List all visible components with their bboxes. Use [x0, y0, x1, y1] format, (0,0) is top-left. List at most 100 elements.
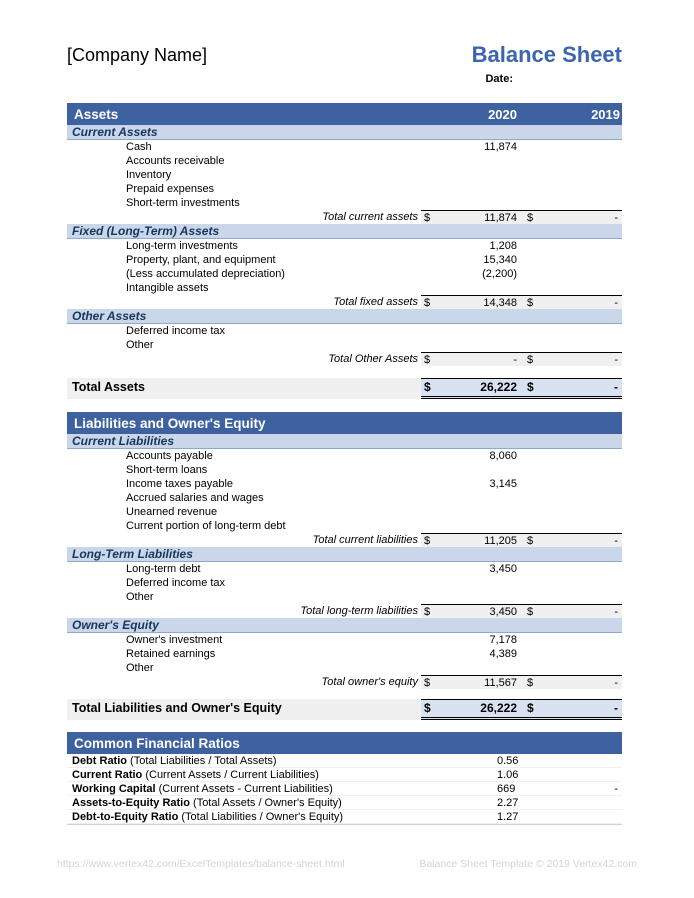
assets-section-header: Assets 2020 2019 — [67, 103, 622, 125]
value-2020 — [421, 661, 521, 675]
account-row: Long-term debt 3,450 — [67, 562, 622, 576]
group-total-label: Total long-term liabilities — [300, 605, 418, 617]
account-row: Accounts receivable — [67, 154, 622, 168]
group-total-values: $3,450 $ - — [421, 604, 622, 618]
account-label: Accounts payable — [126, 450, 213, 462]
value-2019-cell: $ - — [521, 700, 622, 717]
company-name: [Company Name] — [67, 45, 208, 65]
currency-symbol: $ — [424, 535, 431, 547]
ratio-label: Working Capital (Current Assets - Curren… — [67, 782, 421, 795]
column-header-2020: 2020 — [488, 106, 517, 122]
value-2019 — [524, 182, 622, 196]
page-footer: https://www.vertex42.com/ExcelTemplates/… — [57, 858, 637, 870]
group-total-row: Total fixed assets $14,348 $ - — [67, 295, 622, 309]
ratio-formula: (Total Assets / Owner's Equity) — [189, 797, 342, 809]
value-2020 — [421, 576, 521, 590]
account-row: Inventory — [67, 168, 622, 182]
value-2019 — [524, 267, 622, 281]
value-2020 — [421, 324, 521, 338]
account-row: Unearned revenue — [67, 505, 622, 519]
value-2019 — [524, 449, 622, 463]
currency-symbol: $ — [527, 297, 534, 309]
group-total-label: Total fixed assets — [333, 296, 418, 308]
value-2019 — [524, 562, 622, 576]
value-2019-cell: $ - — [521, 605, 622, 618]
footer-url: https://www.vertex42.com/ExcelTemplates/… — [57, 858, 345, 870]
account-row: Deferred income tax — [67, 324, 622, 338]
account-row: Long-term investments 1,208 — [67, 239, 622, 253]
value-2020 — [421, 519, 521, 533]
ratio-formula: (Current Assets / Current Liabilities) — [142, 769, 319, 781]
currency-symbol: $ — [424, 606, 431, 618]
account-label: Other — [126, 662, 154, 674]
currency-symbol: $ — [527, 701, 534, 715]
value-2020: 1,208 — [489, 240, 517, 252]
value-2020 — [421, 505, 521, 519]
section-title: Assets — [74, 106, 119, 122]
value-2020: 8,060 — [489, 450, 517, 462]
value-2019 — [524, 338, 622, 352]
value-2019-cell: $ - — [521, 296, 622, 309]
column-header-2019: 2019 — [591, 106, 620, 122]
value-2019 — [524, 239, 622, 253]
value-2019: - — [614, 535, 618, 547]
ratio-value-2019 — [524, 810, 622, 823]
ratio-label: Debt-to-Equity Ratio (Total Liabilities … — [67, 810, 421, 823]
value-2019: - — [614, 297, 618, 309]
value-2020: 11,567 — [484, 677, 517, 689]
ratios-body: Debt Ratio (Total Liabilities / Total As… — [67, 754, 622, 825]
group-total-label: Total owner's equity — [321, 676, 418, 688]
ratio-label: Debt Ratio (Total Liabilities / Total As… — [67, 754, 421, 767]
account-row: (Less accumulated depreciation) (2,200) — [67, 267, 622, 281]
value-2019 — [524, 519, 622, 533]
value-2020 — [421, 182, 521, 196]
ratios-section-header: Common Financial Ratios — [67, 732, 622, 754]
value-2020: 15,340 — [483, 254, 517, 266]
ratio-formula: (Total Liabilities / Owner's Equity) — [178, 811, 344, 823]
account-label: Owner's investment — [126, 634, 223, 646]
ratio-row: Current Ratio (Current Assets / Current … — [67, 768, 622, 782]
account-row: Short-term loans — [67, 463, 622, 477]
value-2019 — [524, 281, 622, 295]
ratio-value-2020: 0.56 — [497, 755, 519, 767]
account-row: Retained earnings 4,389 — [67, 647, 622, 661]
value-2020 — [421, 154, 521, 168]
ratio-label: Current Ratio (Current Assets / Current … — [67, 768, 421, 781]
value-2019 — [524, 196, 622, 210]
value-2020: - — [513, 354, 517, 366]
value-2019 — [524, 154, 622, 168]
ratio-name: Assets-to-Equity Ratio — [72, 797, 190, 809]
balance-sheet-document: [Company Name] Balance Sheet Date: Asset… — [67, 0, 622, 825]
total-assets-row: Total Assets $26,222 $ - — [67, 378, 622, 399]
value-2020 — [421, 168, 521, 182]
value-2019-cell: $ - — [521, 676, 622, 689]
group-total-values: $11,205 $ - — [421, 533, 622, 547]
value-2019: - — [614, 701, 618, 715]
value-2020: 11,205 — [484, 535, 517, 547]
account-row: Owner's investment 7,178 — [67, 633, 622, 647]
group-total-values: $ - $ - — [421, 352, 622, 366]
currency-symbol: $ — [527, 380, 534, 394]
value-2019-cell: $ - — [521, 353, 622, 366]
value-2019: - — [614, 677, 618, 689]
value-2020 — [421, 491, 521, 505]
currency-symbol: $ — [424, 677, 431, 689]
ratio-formula: (Total Liabilities / Total Assets) — [127, 755, 277, 767]
footer-copyright: Balance Sheet Template © 2019 Vertex42.c… — [419, 858, 637, 870]
value-2020: 11,874 — [484, 141, 517, 153]
ratio-value-2019 — [524, 796, 622, 809]
currency-symbol: $ — [424, 212, 431, 224]
account-row: Intangible assets — [67, 281, 622, 295]
grand-total-values: $26,222 $ - — [421, 378, 622, 399]
value-2019 — [524, 576, 622, 590]
value-2020-cell: $14,348 — [421, 296, 521, 309]
value-2019 — [524, 168, 622, 182]
currency-symbol: $ — [424, 354, 431, 366]
ratio-name: Debt-to-Equity Ratio — [72, 811, 179, 823]
currency-symbol: $ — [527, 212, 534, 224]
group-header: Other Assets — [67, 309, 622, 324]
value-2019 — [524, 491, 622, 505]
ratio-value-2020: 1.06 — [497, 769, 519, 781]
account-row: Accrued salaries and wages — [67, 491, 622, 505]
account-label: Cash — [126, 141, 152, 153]
